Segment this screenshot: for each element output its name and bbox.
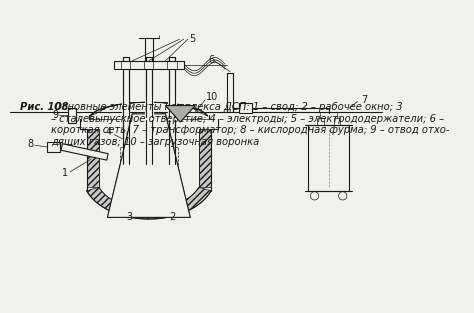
Polygon shape [90, 102, 208, 116]
Circle shape [310, 192, 319, 200]
Text: Рис. 108.: Рис. 108. [19, 102, 72, 112]
Text: 2: 2 [169, 213, 175, 223]
Circle shape [338, 192, 347, 200]
Bar [145, 95, 153, 121]
Bar [334, 118, 340, 125]
Bar [317, 118, 324, 125]
Polygon shape [165, 105, 195, 122]
Text: 10: 10 [206, 92, 218, 102]
Text: 6: 6 [209, 55, 215, 65]
Polygon shape [61, 144, 108, 160]
Text: Основные элементы комплекса ДСП: 1 – свод; 2 – рабочее окно; 3
– сталевыпускное : Основные элементы комплекса ДСП: 1 – сво… [51, 102, 450, 147]
Text: 8: 8 [27, 140, 33, 150]
Bar [168, 95, 176, 121]
Polygon shape [87, 187, 211, 219]
Bar [47, 142, 60, 152]
Polygon shape [108, 114, 137, 218]
Polygon shape [199, 129, 211, 187]
Text: 7: 7 [361, 95, 367, 105]
Text: 1: 1 [62, 168, 68, 178]
Text: 3: 3 [127, 213, 133, 223]
Bar [114, 61, 184, 69]
Polygon shape [108, 114, 190, 218]
Bar [239, 103, 253, 113]
Bar [122, 95, 129, 121]
Text: 9: 9 [52, 110, 58, 120]
Bar [67, 108, 76, 123]
Text: 5: 5 [189, 34, 195, 44]
Circle shape [146, 185, 152, 192]
Text: 4: 4 [106, 127, 112, 137]
Polygon shape [161, 114, 190, 218]
Bar [308, 125, 349, 191]
Polygon shape [87, 129, 99, 187]
